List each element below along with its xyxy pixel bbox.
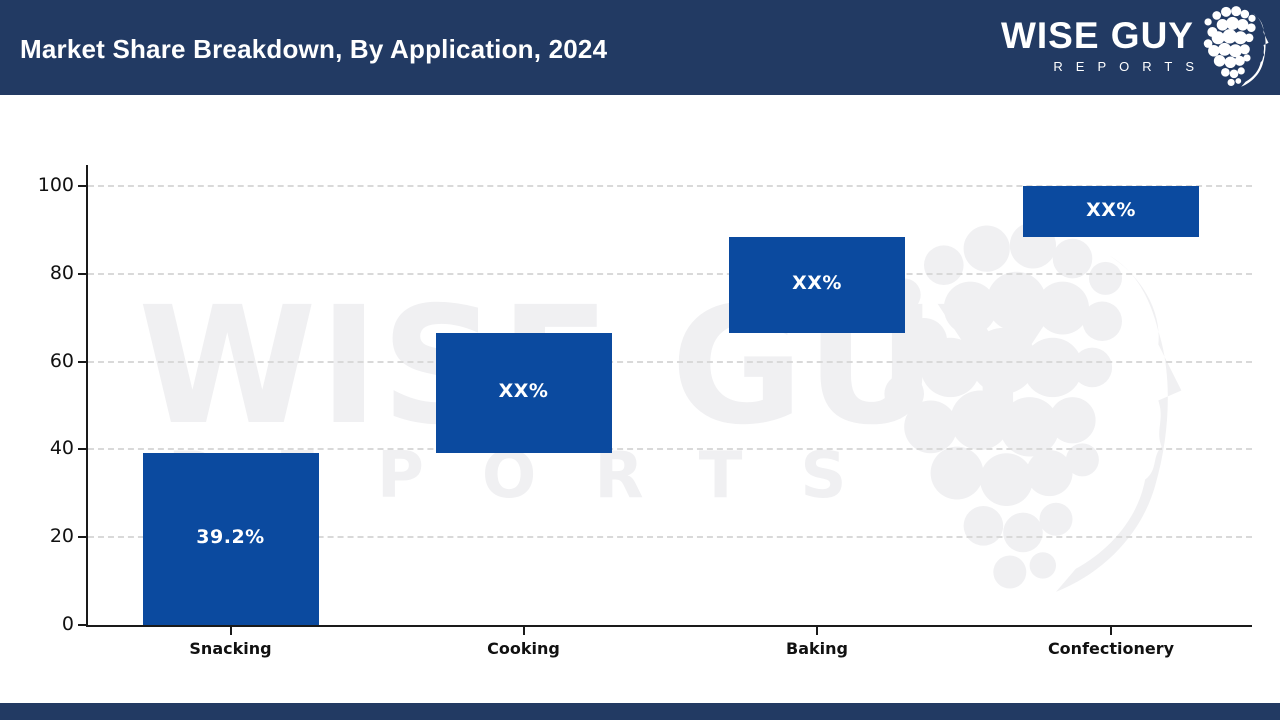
gridline [88,272,1252,275]
x-axis-line [86,625,1252,627]
x-tick-mark [229,627,232,635]
y-tick-mark [78,536,87,539]
y-tick-label: 40 [49,437,74,460]
bar-confectionery [1023,186,1199,238]
y-tick-mark [78,272,87,275]
x-tick-label: Confectionery [1047,639,1175,658]
y-tick-label: 0 [61,613,74,635]
footer-bar [0,703,1280,720]
bar-value-label: 39.2% [196,525,265,548]
watermark-head-icon [884,222,1182,592]
y-tick-mark [78,360,87,363]
page-title: Market Share Breakdown, By Application, … [20,34,608,64]
y-tick-label: 100 [37,174,74,196]
wise-guy-head-icon [1203,6,1269,87]
brand-logo-line1: WISE GUY [1000,15,1194,56]
x-tick-label: Baking [786,639,848,658]
header-bar: Market Share Breakdown, By Application, … [0,0,1280,95]
y-tick-label: 80 [49,261,74,284]
y-tick-mark [78,185,87,187]
y-tick-mark [78,624,87,626]
brand-logo: WISE GUY REPORTS [1000,15,1194,75]
y-tick-label: 20 [49,525,74,548]
y-tick-label: 60 [49,349,74,372]
bar-value-label: XX% [792,271,842,294]
brand-logo-line2: REPORTS [1053,59,1207,74]
bar-value-label: XX% [498,379,549,402]
gridline [88,185,1252,187]
bar-value-label: XX% [1086,198,1136,221]
bar-snacking [142,452,319,625]
gridline [88,448,1252,451]
x-tick-mark [816,627,818,635]
x-tick-label: Snacking [189,639,272,658]
gridline [88,360,1252,363]
x-tick-mark [1110,627,1112,635]
y-axis-line [86,165,88,627]
bar-baking [729,237,905,333]
gridline [88,536,1252,539]
x-tick-mark [522,627,525,635]
bar-cooking [435,332,612,453]
x-tick-label: Cooking [487,639,560,658]
y-tick-mark [78,448,87,451]
